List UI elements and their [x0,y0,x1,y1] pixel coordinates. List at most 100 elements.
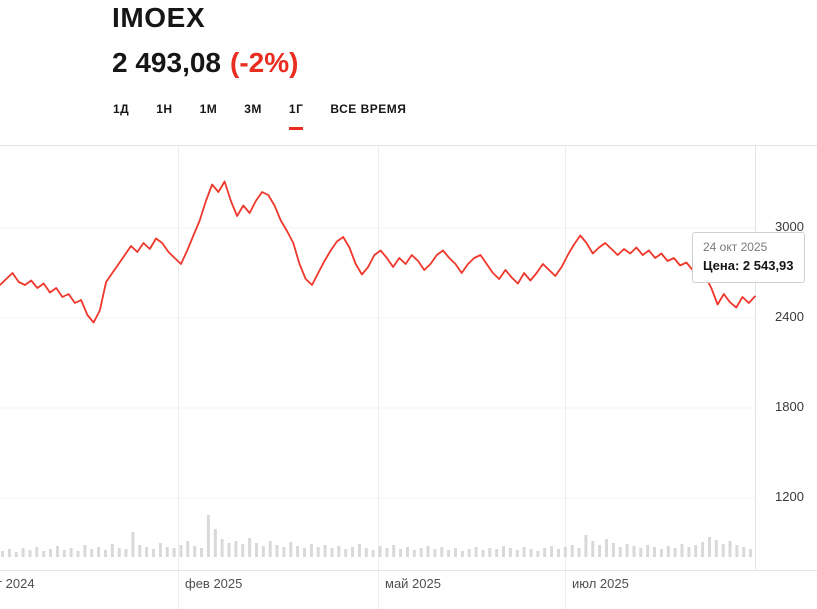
volume-bar [508,548,512,557]
volume-bar [213,529,217,557]
volume-bar [282,547,286,557]
volume-bar [749,549,753,557]
volume-bar [193,546,197,557]
x-axis-label: июл 2025 [572,576,629,591]
volume-bar [337,546,341,557]
volume-bar [433,549,437,557]
volume-bar [206,515,210,557]
volume-bar [536,551,540,557]
volume-bar [399,549,403,557]
volume-bar [35,547,39,557]
volume-bar [227,543,231,557]
volume-bar [138,545,142,557]
volume-bar [371,550,375,557]
volume-bar [179,545,183,557]
volume-bar [646,545,650,557]
volume-bar [241,544,245,557]
volume-bar [447,550,451,557]
tab-3m[interactable]: 3М [244,102,262,130]
volume-bar [14,552,18,557]
volume-bar [55,546,59,557]
volume-bar [110,544,114,557]
volume-bar [316,547,320,557]
volume-bar [124,549,128,557]
volume-bar [412,550,416,557]
volume-bar [522,547,526,557]
y-axis-label: 1200 [775,489,804,504]
volume-bar [220,539,224,557]
volume-bar [330,548,334,557]
volume-bar [419,548,423,557]
volume-bar [577,548,581,557]
volume-bar [21,548,25,557]
tooltip-price: Цена: 2 543,93 [703,258,794,273]
range-tabs: 1Д 1Н 1М 3М 1Г ВСЕ ВРЕМЯ [113,102,406,130]
volume-bar [364,548,368,557]
volume-bar [344,549,348,557]
volume-bar [659,549,663,557]
volume-bar [728,541,732,557]
volume-bar [625,544,629,557]
price-row: 2 493,08 (-2%) [112,47,298,79]
tab-1y[interactable]: 1Г [288,102,304,130]
volume-bar [268,541,272,557]
volume-bar [632,546,636,557]
volume-bar [90,549,94,557]
page-title: IMOEX [112,2,206,33]
volume-bar [392,545,396,557]
volume-bar [323,545,327,557]
volume-bar [406,547,409,557]
volume-bar [296,546,300,557]
volume-bar [474,547,478,557]
volume-bar [666,546,670,557]
volume-bar [69,548,73,557]
volume-bar [460,551,464,557]
chart-tooltip: 24 окт 2025 Цена: 2 543,93 [692,232,805,283]
volume-bar [152,549,155,557]
volume-bar [261,546,265,557]
volume-bar [708,537,711,557]
volume-bar [598,545,602,557]
volume-bar [62,550,66,557]
volume-bar [172,548,176,557]
volume-bar [289,542,293,557]
volume-bar [570,545,574,557]
volume-bar [673,548,677,557]
price-change: (-2%) [230,47,299,78]
volume-bar [248,538,252,557]
volume-bar [7,549,11,557]
volume-bar [742,547,746,557]
volume-bar [591,541,595,557]
volume-bar [165,547,169,557]
volume-bar [76,551,80,557]
volume-bar [131,532,135,557]
volume-bar [275,545,279,557]
y-axis-label: 2400 [775,309,804,324]
volume-bar [618,547,622,557]
volume-bar [454,548,457,557]
tab-all[interactable]: ВСЕ ВРЕМЯ [330,102,406,130]
volume-bar [550,546,554,557]
current-price: 2 493,08 [112,47,221,78]
volume-bar [481,550,485,557]
volume-bar [200,548,203,557]
volume-bar [303,548,306,557]
x-axis-label: фев 2025 [185,576,243,591]
price-chart[interactable] [0,145,817,609]
volume-bar [385,548,389,557]
tab-1w[interactable]: 1Н [156,102,172,130]
volume-bar [97,547,101,557]
tab-1d[interactable]: 1Д [113,102,129,130]
volume-bar [378,546,382,557]
x-axis-label: окт 2024 [0,576,35,591]
volume-bar [701,542,705,557]
tab-1m[interactable]: 1М [200,102,218,130]
volume-bar [1,551,4,557]
price-line [0,180,756,324]
volume-bar [83,545,87,557]
volume-bar [186,541,190,557]
volume-bar [680,544,684,557]
volume-bar [145,547,149,557]
volume-bar [714,540,718,557]
volume-bar [735,545,739,557]
